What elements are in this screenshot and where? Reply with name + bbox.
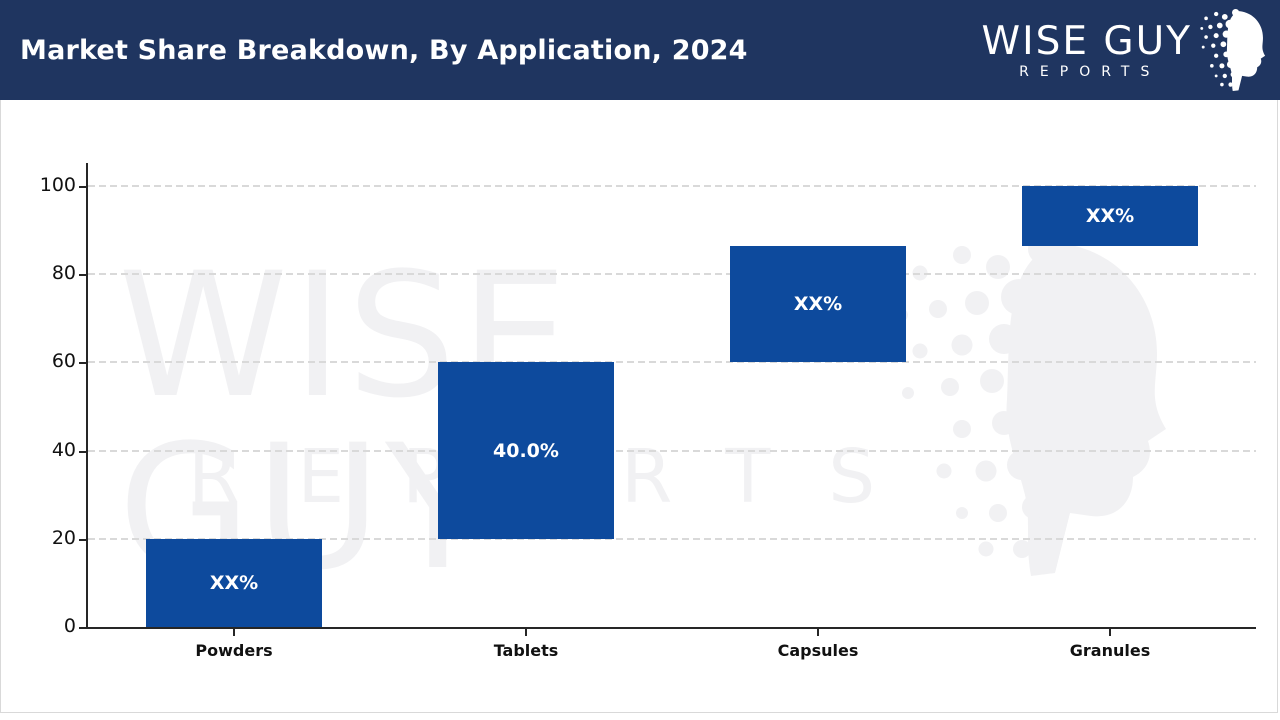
header-bar: Market Share Breakdown, By Application, … (0, 0, 1280, 100)
x-tick-mark (233, 629, 235, 636)
brand-logo-text: WISE GUY REPORTS (982, 22, 1192, 79)
y-tick-mark (79, 450, 86, 453)
bar-value-label: XX% (1085, 205, 1135, 228)
bar: XX% (1022, 186, 1198, 247)
x-category-label: Powders (195, 641, 273, 660)
y-tick-mark (79, 186, 86, 188)
y-tick-label: 60 (51, 350, 76, 373)
x-category-label: Tablets (493, 641, 559, 660)
y-axis-line (86, 163, 88, 629)
bar-value-label: XX% (209, 571, 259, 594)
y-tick-label: 100 (39, 174, 76, 196)
y-tick-label: 80 (51, 262, 76, 285)
x-category-label: Granules (1069, 641, 1151, 660)
x-axis-line (86, 627, 1256, 629)
bar-value-label: XX% (793, 293, 843, 316)
grid-line (88, 449, 1256, 452)
x-tick-mark (817, 629, 819, 636)
bar: XX% (146, 538, 322, 627)
brand-subtitle: REPORTS (1019, 63, 1161, 80)
y-tick-mark (79, 274, 86, 277)
grid-line (88, 273, 1256, 276)
grid-line (88, 185, 1256, 187)
y-tick-mark (79, 627, 86, 629)
y-tick-label: 0 (63, 615, 76, 637)
page-title: Market Share Breakdown, By Application, … (20, 34, 748, 66)
brand-logo: WISE GUY REPORTS (982, 4, 1268, 96)
x-tick-mark (1109, 629, 1111, 636)
x-category-label: Capsules (777, 641, 859, 660)
y-tick-mark (79, 362, 86, 365)
y-tick-mark (79, 538, 86, 541)
bar: XX% (730, 246, 906, 363)
x-tick-mark (525, 629, 527, 636)
grid-line (88, 361, 1256, 364)
brand-name: WISE GUY (981, 18, 1192, 64)
y-tick-label: 20 (51, 526, 76, 549)
grid-line (88, 537, 1256, 540)
bar-value-label: 40.0% (493, 439, 559, 462)
bar: 40.0% (438, 362, 614, 539)
y-tick-label: 40 (51, 438, 76, 461)
